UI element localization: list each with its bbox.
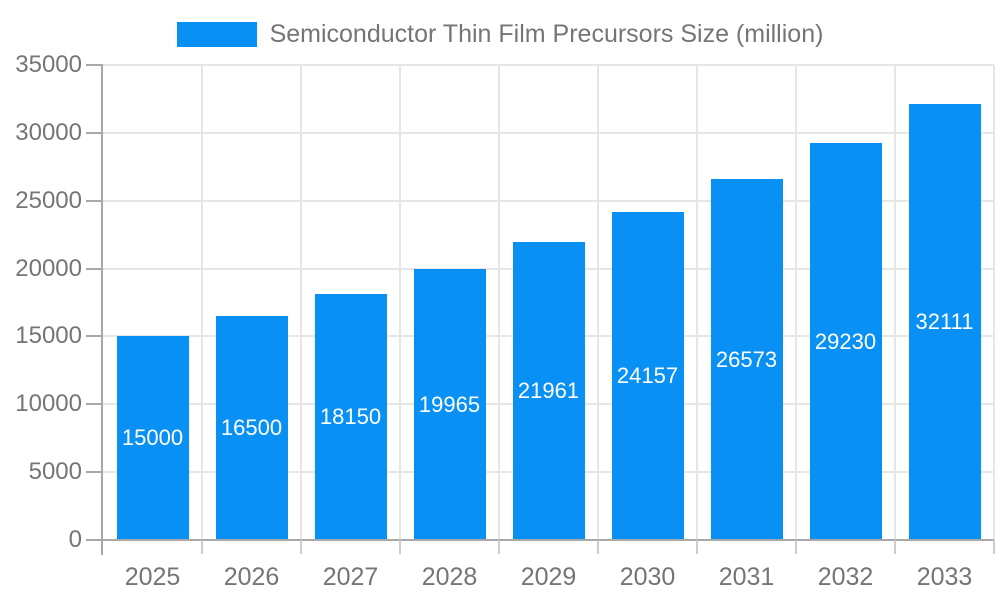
y-gridline xyxy=(103,131,994,134)
plot-area: 15000 16500 18150 19965 21961 24157 26573 29230… xyxy=(103,64,995,540)
x-gridline xyxy=(498,65,500,540)
x-gridline xyxy=(696,65,698,540)
x-axis-label-2029: 2029 xyxy=(520,563,577,591)
legend-swatch-icon xyxy=(176,22,257,47)
x-gridline xyxy=(894,65,896,540)
x-axis-label-2028: 2028 xyxy=(421,563,478,591)
y-axis-tick xyxy=(86,539,103,541)
bar-2027[interactable]: 18150 xyxy=(314,293,387,540)
y-axis-label: 25000 xyxy=(15,186,82,214)
y-axis-label: 10000 xyxy=(15,390,82,418)
y-axis-tick xyxy=(86,403,103,406)
legend-label: Semiconductor Thin Film Precursors Size … xyxy=(269,20,824,48)
y-axis-label: 0 xyxy=(68,526,82,553)
y-axis-label: 15000 xyxy=(15,322,82,350)
y-axis-tick xyxy=(86,199,103,202)
y-axis-label: 35000 xyxy=(15,51,82,78)
bar-2031[interactable]: 26573 xyxy=(710,179,783,540)
x-axis-label-2026: 2026 xyxy=(223,563,280,591)
y-axis-line xyxy=(101,65,103,555)
bar-value-label: 26573 xyxy=(715,346,778,372)
x-axis-tick xyxy=(300,540,302,554)
y-axis-tick xyxy=(86,131,103,134)
x-gridline xyxy=(597,65,599,540)
x-axis-label-2033: 2033 xyxy=(916,563,973,591)
x-axis-tick xyxy=(795,540,797,554)
bar-2025[interactable]: 15000 xyxy=(116,336,189,540)
bar-value-label: 15000 xyxy=(121,425,184,451)
x-axis-tick xyxy=(696,540,698,554)
x-axis-tick xyxy=(201,540,203,554)
bar-2029[interactable]: 21961 xyxy=(512,241,585,540)
bar-value-label: 19965 xyxy=(418,391,481,417)
bar-2026[interactable]: 16500 xyxy=(215,316,288,540)
x-axis-tick xyxy=(498,540,500,554)
y-gridline xyxy=(103,199,994,202)
x-axis-tick xyxy=(399,540,401,554)
x-axis-tick xyxy=(894,540,896,554)
bar-2033[interactable]: 32111 xyxy=(908,104,981,540)
y-axis-tick xyxy=(86,471,103,474)
bar-value-label: 24157 xyxy=(616,363,679,389)
x-axis-label-2031: 2031 xyxy=(718,563,775,591)
x-axis-label-2030: 2030 xyxy=(619,563,676,591)
bar-2032[interactable]: 29230 xyxy=(809,143,882,540)
x-gridline xyxy=(300,65,302,540)
legend[interactable]: Semiconductor Thin Film Precursors Size … xyxy=(0,20,1000,49)
x-gridline xyxy=(201,65,203,540)
bar-value-label: 18150 xyxy=(319,403,382,429)
x-axis-line xyxy=(103,539,994,541)
x-axis-tick xyxy=(597,540,599,554)
bar-value-label: 29230 xyxy=(814,328,877,354)
bar-value-label: 21961 xyxy=(517,377,580,403)
y-axis-label: 5000 xyxy=(28,458,82,486)
x-gridline xyxy=(993,65,995,540)
y-axis-tick xyxy=(86,335,103,338)
y-axis-label: 30000 xyxy=(15,118,82,146)
y-axis-tick xyxy=(86,267,103,270)
x-axis-label-2027: 2027 xyxy=(322,563,379,591)
bar-value-label: 16500 xyxy=(220,415,283,441)
x-gridline xyxy=(795,65,797,540)
bar-value-label: 32111 xyxy=(915,309,974,335)
x-gridline xyxy=(399,65,401,540)
y-gridline xyxy=(103,64,994,66)
bar-2028[interactable]: 19965 xyxy=(413,269,486,540)
x-axis-label-2032: 2032 xyxy=(817,563,874,591)
x-axis-label-2025: 2025 xyxy=(124,563,181,591)
bar-2030[interactable]: 24157 xyxy=(611,212,684,540)
y-axis-label: 20000 xyxy=(15,254,82,282)
y-axis-tick xyxy=(86,64,103,66)
x-axis-tick xyxy=(993,540,995,554)
